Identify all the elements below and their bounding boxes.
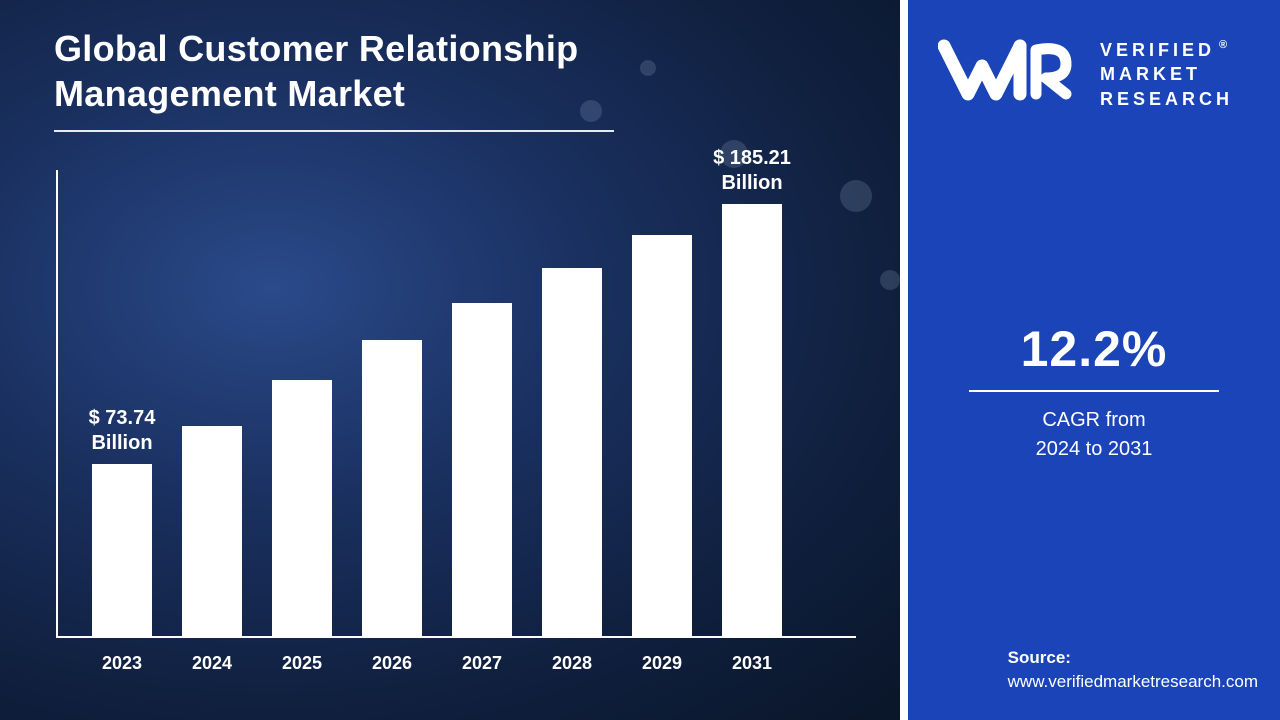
bar: [632, 235, 692, 636]
value-annotation-last: $ 185.21 Billion: [697, 146, 807, 196]
x-axis-label: 2029: [632, 653, 692, 674]
chart-title: Global Customer RelationshipManagement M…: [54, 26, 614, 116]
decorative-node: [880, 270, 900, 290]
annotation-amount: $ 73.74: [89, 407, 156, 429]
source-block: Source: www.verifiedmarketresearch.com: [1008, 646, 1258, 694]
source-url: www.verifiedmarketresearch.com: [1008, 670, 1258, 694]
x-axis: [56, 636, 856, 638]
bar: [722, 204, 782, 636]
bar: [92, 464, 152, 636]
value-annotation-first: $ 73.74 Billion: [72, 406, 172, 456]
logo-line3: RESEARCH: [1100, 87, 1233, 111]
x-axis-label: 2028: [542, 653, 602, 674]
source-label: Source:: [1008, 646, 1258, 670]
annotation-unit: Billion: [697, 171, 807, 196]
cagr-block: 12.2% CAGR from 2024 to 2031: [908, 320, 1280, 464]
registered-mark-icon: ®: [1219, 39, 1231, 51]
brand-logo: VERIFIED ® MARKET RESEARCH: [938, 34, 1260, 111]
bar-chart: 2023 2024 2025 2026 2027 2028 2029 2031 $ 73.74…: [56, 170, 856, 690]
title-block: Global Customer RelationshipManagement M…: [54, 26, 614, 132]
x-axis-label: 2031: [722, 653, 782, 674]
logo-mark-icon: [938, 34, 1088, 106]
side-panel: VERIFIED ® MARKET RESEARCH 12.2% CAGR fro…: [908, 0, 1280, 720]
cagr-label: CAGR from 2024 to 2031: [908, 406, 1280, 464]
annotation-amount: $ 185.21: [713, 147, 791, 169]
bar: [542, 268, 602, 636]
decorative-node: [640, 60, 656, 76]
x-axis-label: 2024: [182, 653, 242, 674]
bar: [362, 340, 422, 636]
logo-text: VERIFIED ® MARKET RESEARCH: [1100, 34, 1233, 111]
x-axis-label: 2027: [452, 653, 512, 674]
infographic-root: Global Customer RelationshipManagement M…: [0, 0, 1280, 720]
logo-line1: VERIFIED: [1100, 40, 1215, 60]
x-axis-label: 2026: [362, 653, 422, 674]
title-underline: [54, 130, 614, 132]
main-panel: Global Customer RelationshipManagement M…: [0, 0, 908, 720]
cagr-value: 12.2%: [908, 320, 1280, 378]
cagr-label-line2: 2024 to 2031: [1036, 438, 1153, 460]
annotation-unit: Billion: [72, 431, 172, 456]
cagr-underline: [969, 390, 1219, 392]
bar: [272, 380, 332, 636]
x-labels: 2023 2024 2025 2026 2027 2028 2029 2031: [56, 653, 856, 674]
x-axis-label: 2023: [92, 653, 152, 674]
bars-container: [56, 170, 856, 636]
bar: [182, 426, 242, 636]
logo-line2: MARKET: [1100, 62, 1233, 86]
x-axis-label: 2025: [272, 653, 332, 674]
cagr-label-line1: CAGR from: [1042, 409, 1145, 431]
panel-separator: [900, 0, 908, 720]
bar: [452, 303, 512, 636]
